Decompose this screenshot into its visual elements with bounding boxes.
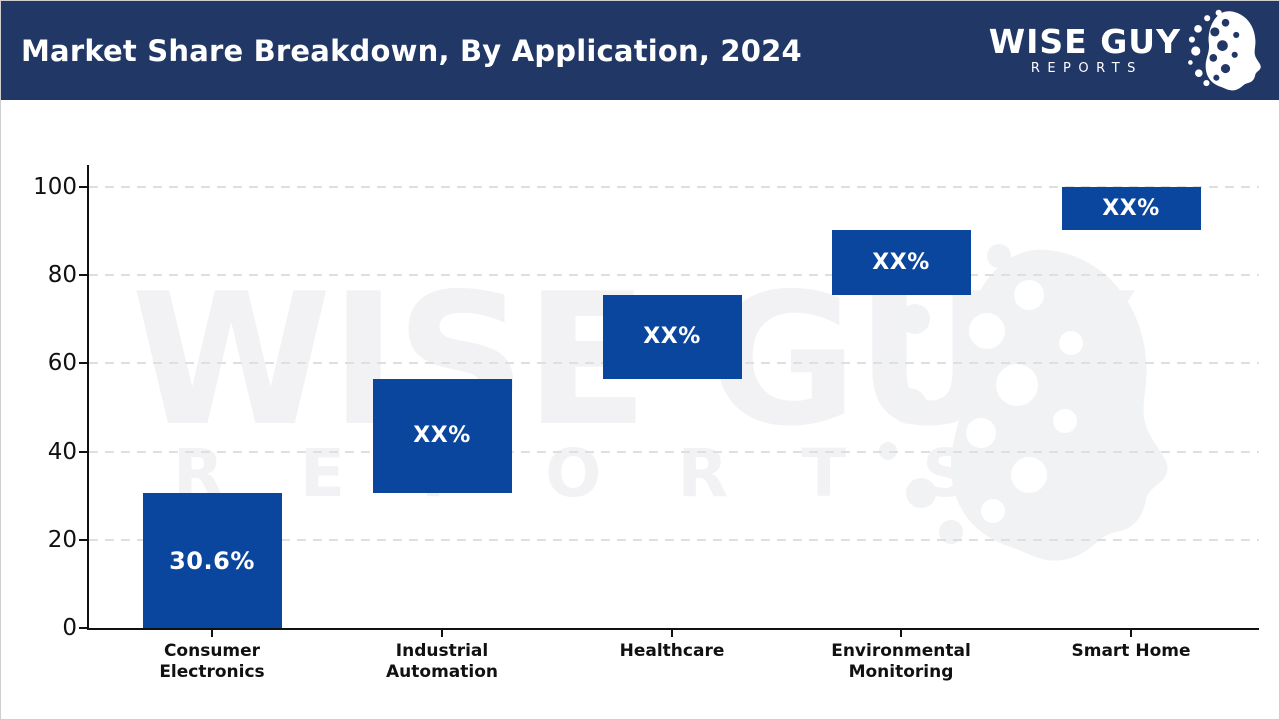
bar-value-label: XX%	[413, 423, 471, 449]
y-gridline	[89, 538, 1259, 541]
y-tick-mark	[79, 627, 87, 629]
wise-guy-logo: WISE GUY REPORTS	[989, 9, 1263, 93]
x-axis-label-environmental-monitoring: Environmental Monitoring	[786, 641, 1016, 683]
x-tick-mark	[671, 630, 673, 637]
x-axis-label-line: Electronics	[159, 662, 265, 682]
x-axis-label-line: Monitoring	[848, 662, 954, 682]
logo-text: WISE GUY REPORTS	[988, 21, 1181, 77]
y-axis-line	[87, 165, 89, 630]
x-axis-line	[87, 628, 1259, 630]
y-tick-mark	[79, 538, 87, 541]
x-axis-label-line: Environmental	[831, 641, 971, 661]
y-tick-label: 40	[47, 438, 77, 465]
x-axis-label-smart-home: Smart Home	[1016, 641, 1246, 662]
x-axis-label-healthcare: Healthcare	[557, 641, 787, 662]
logo-name-text: WISE GUY	[988, 21, 1181, 61]
y-tick-mark	[79, 186, 87, 188]
x-axis-label-line: Consumer	[163, 641, 261, 661]
y-tick-label: 20	[47, 526, 77, 553]
bar-industrial-automation: XX%	[372, 378, 512, 494]
logo-reports-text: REPORTS	[1030, 61, 1143, 77]
x-axis-label-industrial-automation: Industrial Automation	[327, 641, 557, 683]
x-axis-label-line: Automation	[386, 662, 498, 682]
bar-value-label: 30.6%	[169, 546, 255, 575]
page-title: Market Share Breakdown, By Application, …	[21, 33, 802, 68]
y-tick-label: 80	[47, 262, 77, 289]
bar-value-label: XX%	[872, 249, 930, 275]
x-axis-label-line: Smart Home	[1071, 641, 1191, 661]
bar-healthcare: XX%	[602, 295, 742, 379]
x-tick-mark	[1130, 630, 1132, 637]
header-bar: Market Share Breakdown, By Application, …	[1, 1, 1279, 100]
y-tick-mark	[79, 274, 87, 277]
x-axis-label-line: Industrial	[395, 641, 489, 661]
x-axis-label-line: Healthcare	[619, 641, 725, 661]
y-tick-label: 0	[62, 615, 77, 641]
y-tick-label: 60	[47, 350, 77, 377]
y-tick-mark	[79, 362, 87, 365]
y-gridline	[89, 186, 1259, 188]
bar-consumer-electronics: 30.6%	[142, 493, 282, 628]
y-gridline	[89, 450, 1259, 453]
x-axis-label-consumer-electronics: Consumer Electronics	[97, 641, 327, 683]
x-tick-mark	[441, 630, 443, 637]
bar-environmental-monitoring: XX%	[831, 229, 971, 296]
x-tick-mark	[900, 630, 902, 637]
watermark-head-icon	[873, 211, 1173, 605]
logo-head-icon	[1185, 9, 1263, 93]
x-tick-mark	[211, 630, 213, 637]
bar-value-label: XX%	[1102, 195, 1160, 221]
y-tick-mark	[79, 450, 87, 453]
y-gridline	[89, 274, 1259, 277]
bar-smart-home: XX%	[1061, 187, 1201, 230]
y-tick-label: 100	[33, 174, 77, 200]
bar-value-label: XX%	[643, 324, 701, 350]
